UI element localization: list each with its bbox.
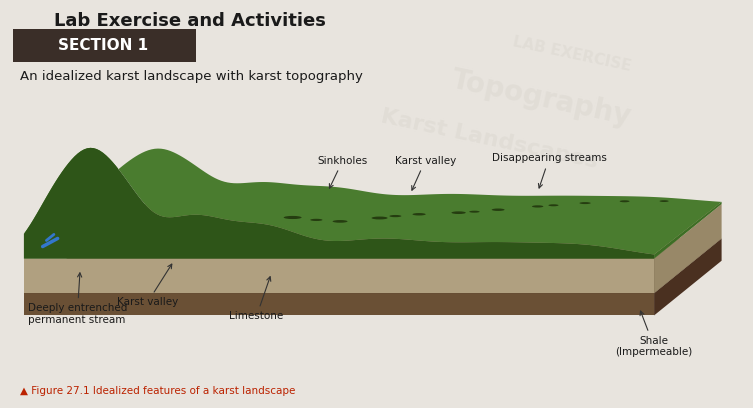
- Ellipse shape: [371, 217, 388, 220]
- Ellipse shape: [585, 207, 609, 212]
- Ellipse shape: [349, 224, 380, 230]
- Ellipse shape: [413, 213, 425, 215]
- Text: Topography: Topography: [449, 66, 634, 131]
- Text: SECTION 1: SECTION 1: [58, 38, 148, 53]
- Ellipse shape: [255, 231, 291, 237]
- Ellipse shape: [452, 211, 466, 214]
- Ellipse shape: [98, 242, 133, 249]
- Ellipse shape: [532, 205, 544, 208]
- Polygon shape: [24, 238, 721, 293]
- Ellipse shape: [310, 219, 322, 221]
- Ellipse shape: [620, 200, 630, 202]
- Text: An idealized karst landscape with karst topography: An idealized karst landscape with karst …: [20, 70, 363, 83]
- Ellipse shape: [470, 218, 492, 222]
- Ellipse shape: [548, 204, 559, 206]
- Ellipse shape: [509, 213, 535, 218]
- Ellipse shape: [492, 208, 505, 211]
- Ellipse shape: [469, 211, 480, 213]
- Ellipse shape: [68, 248, 96, 253]
- Text: ▲ Figure 27.1 Idealized features of a karst landscape: ▲ Figure 27.1 Idealized features of a ka…: [20, 386, 295, 397]
- Polygon shape: [24, 148, 721, 255]
- Polygon shape: [24, 148, 654, 259]
- Text: Shale
(Impermeable): Shale (Impermeable): [615, 311, 693, 357]
- Polygon shape: [654, 238, 721, 315]
- Ellipse shape: [202, 238, 228, 242]
- Ellipse shape: [653, 203, 675, 207]
- Text: Limestone: Limestone: [230, 277, 284, 322]
- Polygon shape: [654, 202, 721, 259]
- Polygon shape: [24, 204, 721, 259]
- Text: Disappearing streams: Disappearing streams: [492, 153, 606, 188]
- Polygon shape: [24, 293, 654, 315]
- Text: Karst valley: Karst valley: [395, 155, 456, 190]
- Ellipse shape: [160, 237, 203, 244]
- Ellipse shape: [333, 220, 348, 223]
- Ellipse shape: [300, 229, 328, 234]
- Ellipse shape: [284, 216, 302, 219]
- Text: Karst Landscapes: Karst Landscapes: [379, 106, 599, 172]
- Text: Sinkholes: Sinkholes: [318, 155, 368, 188]
- Ellipse shape: [37, 246, 78, 254]
- Ellipse shape: [386, 224, 410, 228]
- Ellipse shape: [433, 218, 462, 224]
- Polygon shape: [654, 204, 721, 293]
- Ellipse shape: [389, 215, 401, 217]
- Ellipse shape: [553, 211, 574, 215]
- Text: Lab Exercise and Activities: Lab Exercise and Activities: [54, 11, 326, 29]
- Ellipse shape: [580, 202, 590, 204]
- Text: LAB EXERCISE: LAB EXERCISE: [511, 34, 632, 74]
- Text: Deeply entrenched
permanent stream: Deeply entrenched permanent stream: [28, 273, 127, 325]
- Polygon shape: [24, 259, 654, 293]
- Text: Karst valley: Karst valley: [117, 264, 178, 307]
- Ellipse shape: [660, 200, 669, 202]
- FancyBboxPatch shape: [13, 29, 197, 62]
